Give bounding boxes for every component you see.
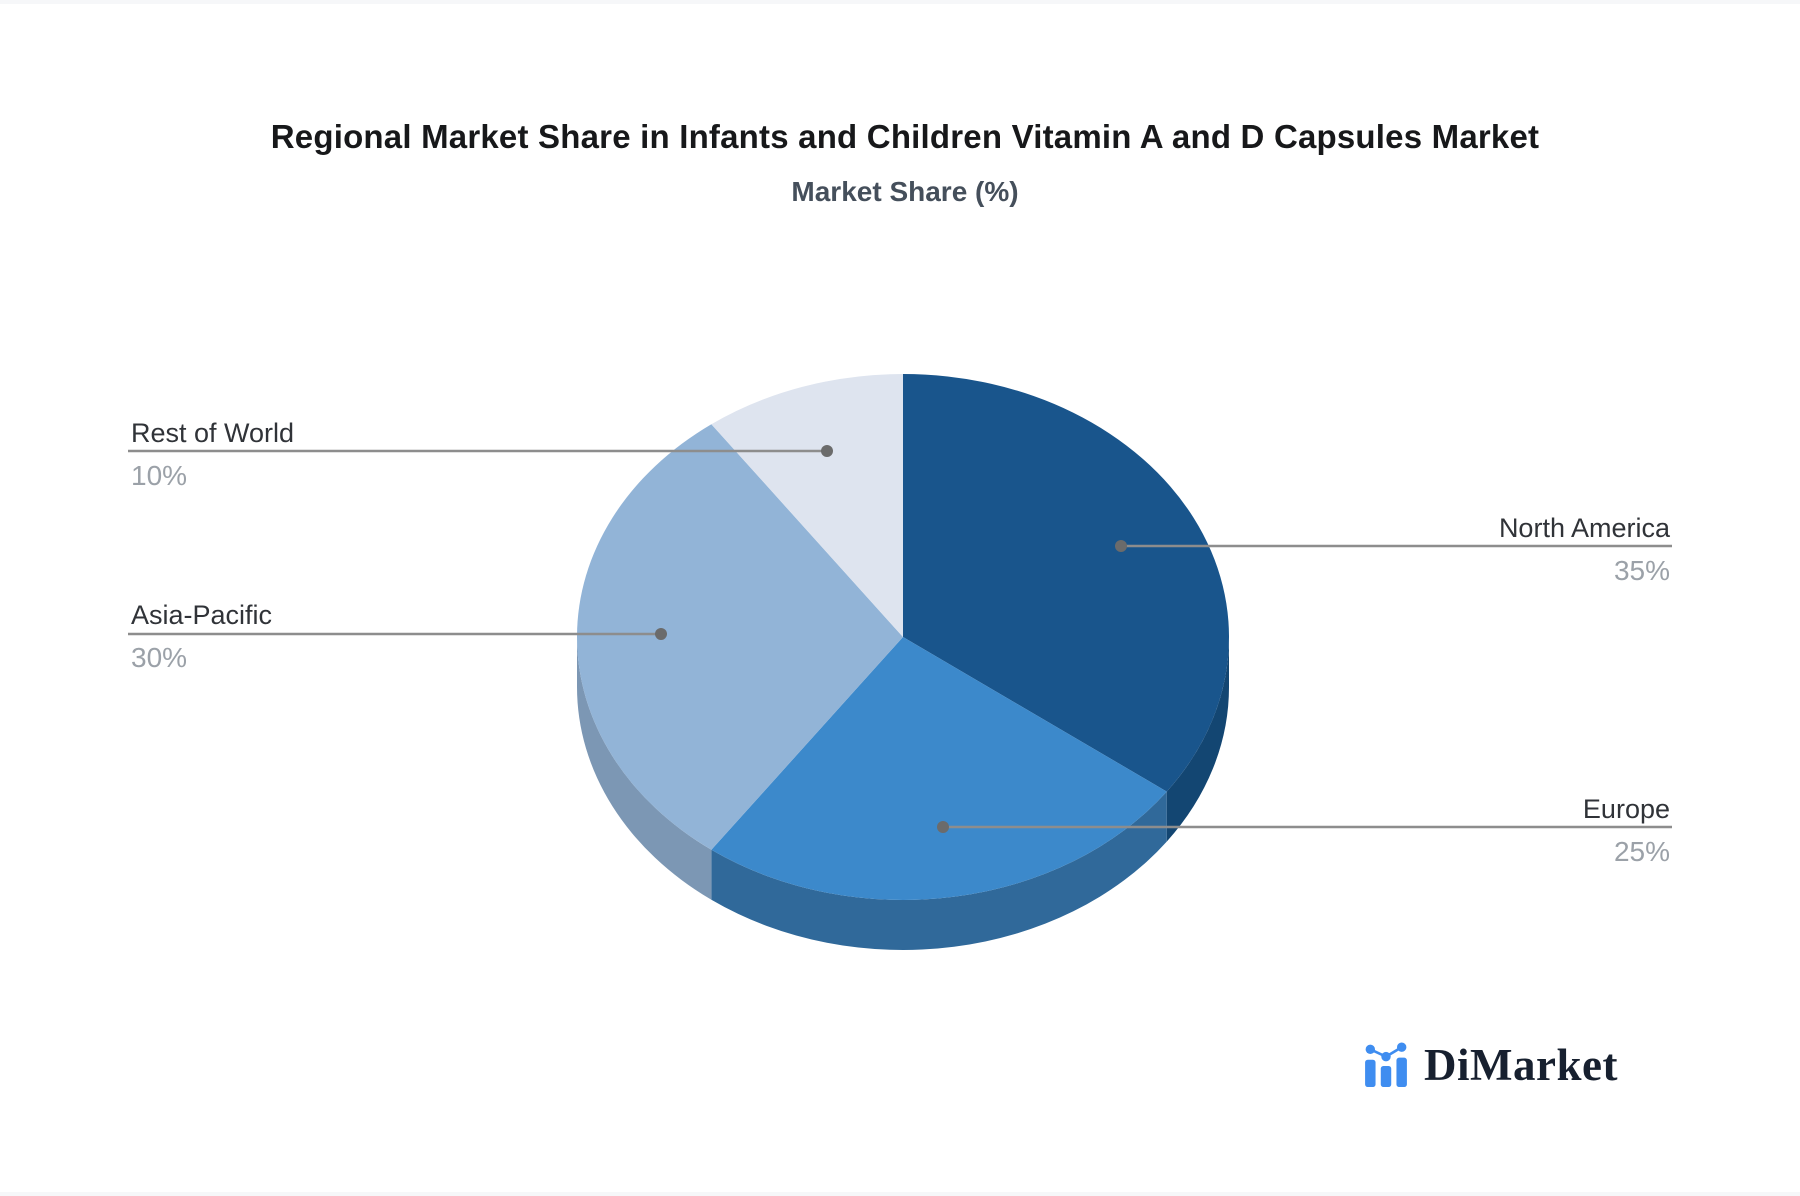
pie-slice-europe[interactable] [711,637,1167,901]
pie-callout-label: Asia-Pacific [131,600,273,630]
top-edge-strip [0,0,1800,4]
pie-callout-asia-pacific: Asia-Pacific 30% [131,599,272,673]
bottom-edge-strip [0,1192,1800,1196]
pie-callout-dot-rest-of-world [821,445,833,457]
pie-callout-label: Europe [1582,794,1670,824]
pie-callout-value: 25% [1613,836,1670,867]
pie-callout-europe: Europe 25% [1583,793,1670,867]
pie-slice-rest-of-world[interactable] [711,374,903,637]
pie-slice-side-north-america [1166,637,1230,842]
pie-callout-rest-of-world: Rest of World 10% [131,417,294,491]
chart-subtitle: Market Share (%) [791,176,1019,207]
pie-callout-dot-north-america [1115,540,1127,552]
pie-slice-north-america[interactable] [903,374,1230,792]
pie-slice-asia-pacific[interactable] [577,424,903,850]
pie-callout-dot-asia-pacific [655,628,667,640]
chart-title: Regional Market Share in Infants and Chi… [270,118,1540,155]
pie-callout-dot-europe [937,821,949,833]
pie-callout-label: North America [1498,513,1670,543]
pie-slice-side-asia-pacific [577,637,712,900]
brand-name: DiMarket [1424,1040,1618,1090]
pie-callout-value: 10% [131,460,188,491]
pie-slice-side-europe [711,791,1167,951]
pie-callout-value: 35% [1613,555,1670,586]
pie-callout-north-america: North America 35% [1499,512,1670,586]
brand-logo: DiMarket [1363,1042,1618,1088]
pie-callout-value: 30% [131,642,188,673]
pie-callout-label: Rest of World [131,418,295,448]
bar-chart-trend-icon [1365,1042,1407,1087]
